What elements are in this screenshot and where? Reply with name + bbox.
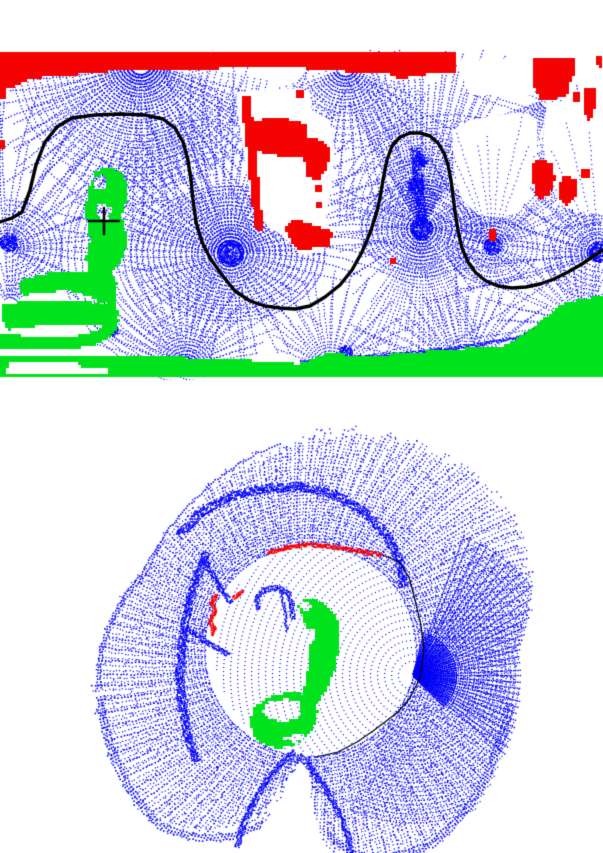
coronal-field-figure <box>0 0 603 853</box>
figure-canvas <box>0 0 603 853</box>
